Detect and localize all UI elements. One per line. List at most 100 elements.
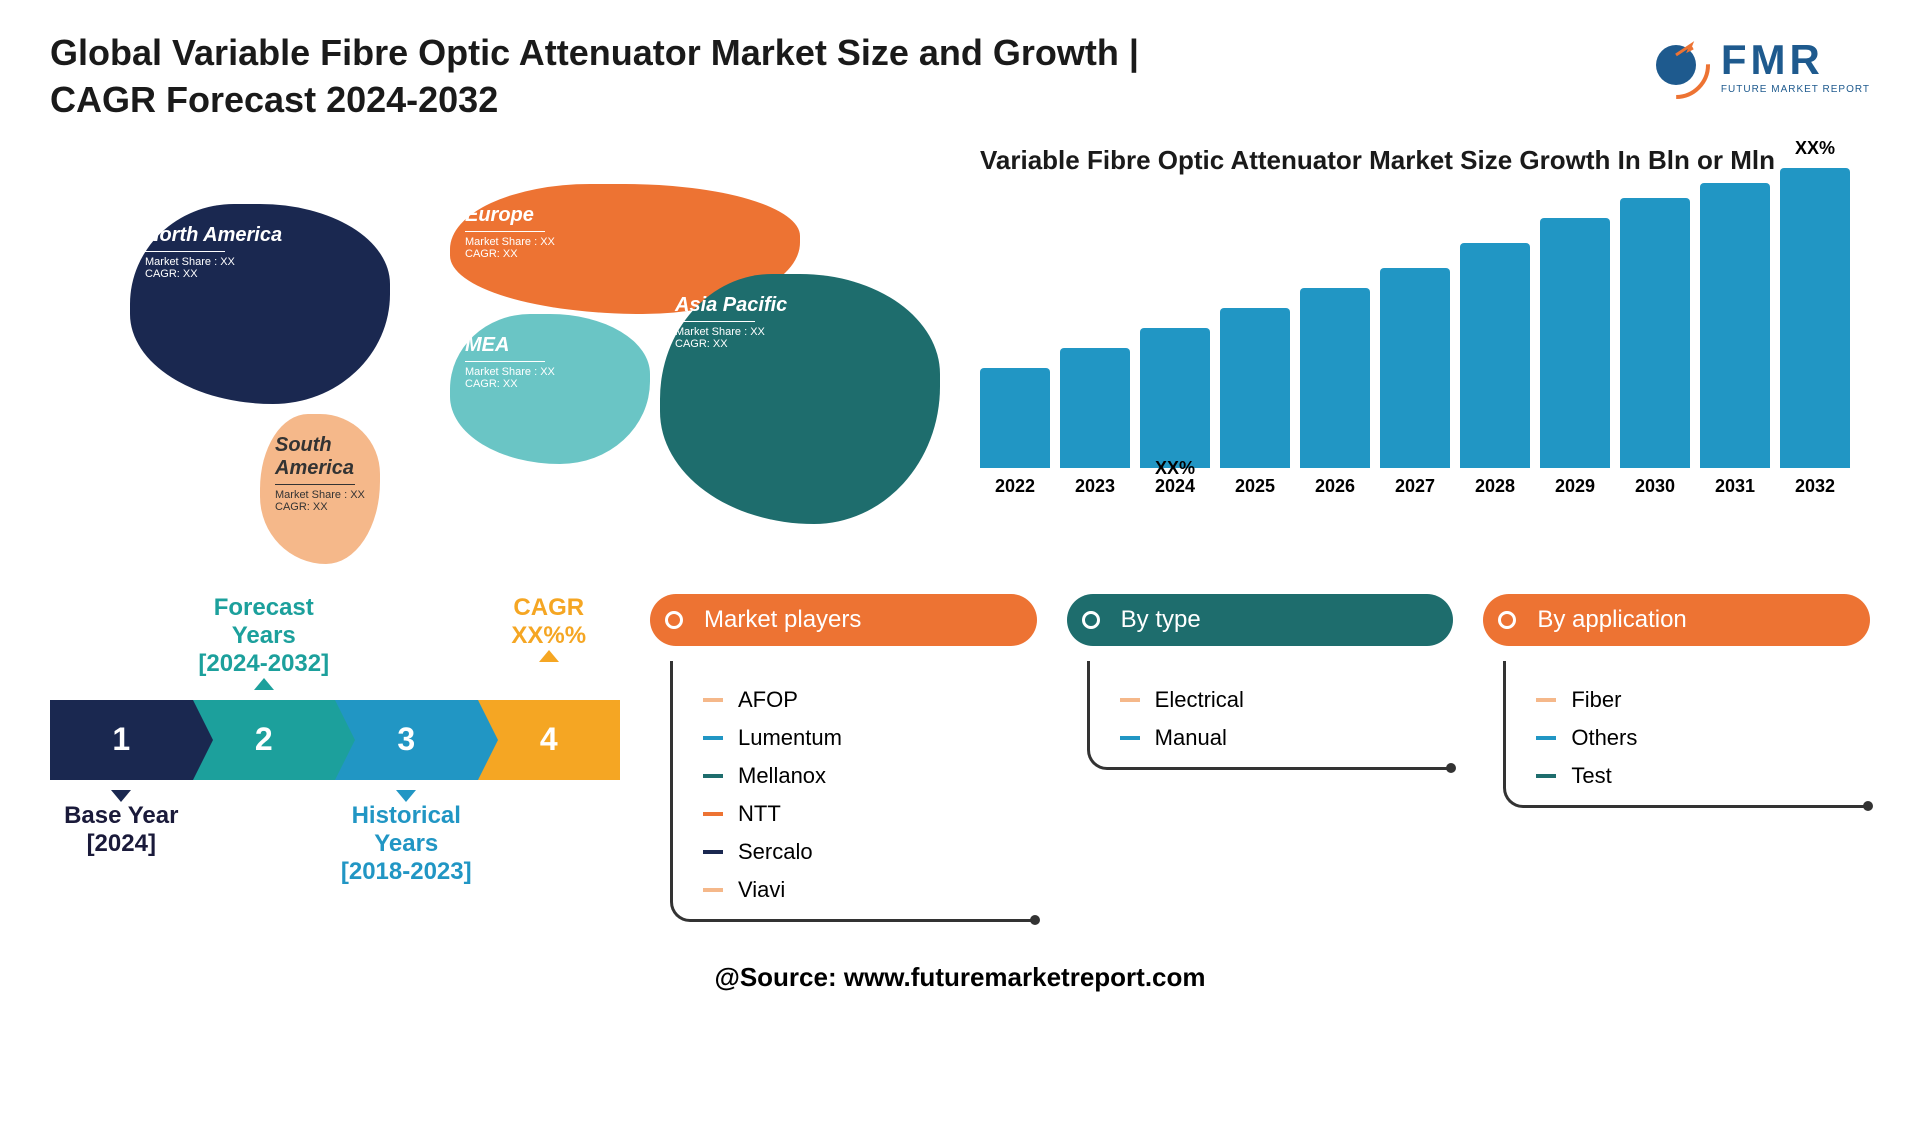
item-label: Manual	[1155, 725, 1227, 751]
bar	[1380, 268, 1450, 468]
bar	[1140, 328, 1210, 468]
divider	[145, 251, 225, 252]
item-marker-icon	[1536, 774, 1556, 778]
base-label: Base Year [2024]	[50, 790, 193, 886]
triangle-icon	[539, 650, 559, 662]
triangle-icon	[254, 678, 274, 690]
timeline-segment: 2	[193, 700, 336, 780]
bar-year-label: 2032	[1795, 476, 1835, 497]
category-content: Electrical Manual	[1087, 661, 1454, 770]
bar-item: 2029	[1540, 218, 1610, 497]
logo-text: FMR FUTURE MARKET REPORT	[1721, 36, 1870, 95]
bar-item: XX% 2024	[1140, 328, 1210, 497]
region-name: Europe	[465, 204, 785, 227]
item-marker-icon	[703, 774, 723, 778]
bar-item: 2023	[1060, 348, 1130, 497]
timeline-bar: 1234	[50, 700, 620, 780]
bar-item: 2022	[980, 368, 1050, 497]
bar	[1780, 168, 1850, 468]
region-share: Market Share : XX	[275, 489, 365, 501]
bar-year-label: 2024	[1155, 476, 1195, 497]
timeline-bottom-labels: Base Year [2024] Historical Years [2018-…	[50, 790, 620, 886]
bar-year-label: 2023	[1075, 476, 1115, 497]
bar	[1540, 218, 1610, 468]
bar-annotation: XX%	[1795, 138, 1835, 159]
category-by-type: By type Electrical Manual	[1067, 594, 1454, 922]
region-south-america: South America Market Share : XX CAGR: XX	[260, 414, 380, 564]
bar-year-label: 2028	[1475, 476, 1515, 497]
map-column: North America Market Share : XX CAGR: XX…	[50, 144, 950, 564]
category-item: Electrical	[1120, 681, 1434, 719]
logo-fmr: FMR	[1721, 36, 1870, 84]
region-share: Market Share : XX	[145, 256, 375, 268]
region-mea: MEA Market Share : XX CAGR: XX	[450, 314, 650, 464]
region-cagr: CAGR: XX	[675, 338, 925, 350]
category-item: AFOP	[703, 681, 1017, 719]
region-name: MEA	[465, 334, 635, 357]
category-title: By type	[1121, 606, 1201, 634]
bar-item: XX% 2032	[1780, 168, 1850, 497]
category-boxes: Market players AFOP Lumentum Mellanox NTT Se…	[650, 594, 1870, 922]
bar-chart: 2022 2023XX% 2024 2025 2026 2027 2028 20…	[980, 197, 1850, 497]
item-marker-icon	[1536, 736, 1556, 740]
world-map: North America Market Share : XX CAGR: XX…	[50, 144, 950, 564]
forecast-range: [2024-2032]	[193, 650, 336, 678]
timeline-top-labels: Forecast Years [2024-2032] CAGR XX%%	[50, 594, 620, 690]
item-label: Sercalo	[738, 839, 813, 865]
hist-range: [2018-2023]	[335, 858, 478, 886]
category-header: By type	[1067, 594, 1454, 646]
triangle-icon	[111, 790, 131, 802]
region-share: Market Share : XX	[465, 366, 635, 378]
bar-year-label: 2026	[1315, 476, 1355, 497]
divider	[275, 484, 355, 485]
item-label: Lumentum	[738, 725, 842, 751]
item-marker-icon	[1120, 736, 1140, 740]
category-item: NTT	[703, 795, 1017, 833]
bar-year-label: 2029	[1555, 476, 1595, 497]
bar	[1700, 183, 1770, 468]
base-text: Base Year	[50, 802, 193, 830]
category-by-application: By application FiberOthersTest	[1483, 594, 1870, 922]
item-label: Electrical	[1155, 687, 1244, 713]
hist-text: Historical Years	[335, 802, 478, 858]
item-label: Mellanox	[738, 763, 826, 789]
category-item: Manual	[1120, 719, 1434, 757]
hist-label: Historical Years [2018-2023]	[335, 790, 478, 886]
divider	[675, 321, 755, 322]
item-marker-icon	[703, 736, 723, 740]
divider	[465, 361, 545, 362]
item-label: Fiber	[1571, 687, 1621, 713]
category-header: By application	[1483, 594, 1870, 646]
category-item: Mellanox	[703, 757, 1017, 795]
category-item: Fiber	[1536, 681, 1850, 719]
header: Global Variable Fibre Optic Attenuator M…	[50, 30, 1870, 124]
category-item: Sercalo	[703, 833, 1017, 871]
item-marker-icon	[703, 888, 723, 892]
bar	[1060, 348, 1130, 468]
category-content: AFOP Lumentum Mellanox NTT Sercalo Viavi	[670, 661, 1037, 922]
category-header: Market players	[650, 594, 1037, 646]
bar	[980, 368, 1050, 468]
page-title: Global Variable Fibre Optic Attenuator M…	[50, 30, 1250, 124]
logo: FMR FUTURE MARKET REPORT	[1641, 30, 1870, 100]
item-label: NTT	[738, 801, 781, 827]
item-label: Others	[1571, 725, 1637, 751]
bar-year-label: 2027	[1395, 476, 1435, 497]
source-text: @Source: www.futuremarketreport.com	[50, 962, 1870, 993]
bar-item: 2026	[1300, 288, 1370, 497]
bar-year-label: 2031	[1715, 476, 1755, 497]
item-label: AFOP	[738, 687, 798, 713]
category-content: FiberOthersTest	[1503, 661, 1870, 808]
item-marker-icon	[1536, 698, 1556, 702]
region-name: Asia Pacific	[675, 294, 925, 317]
item-marker-icon	[703, 812, 723, 816]
bar	[1620, 198, 1690, 468]
region-asia-pacific: Asia Pacific Market Share : XX CAGR: XX	[660, 274, 940, 524]
region-cagr: CAGR: XX	[145, 268, 375, 280]
bar-year-label: 2030	[1635, 476, 1675, 497]
item-marker-icon	[1120, 698, 1140, 702]
content: North America Market Share : XX CAGR: XX…	[50, 144, 1870, 564]
bar	[1460, 243, 1530, 468]
category-item: Viavi	[703, 871, 1017, 909]
category-item: Lumentum	[703, 719, 1017, 757]
